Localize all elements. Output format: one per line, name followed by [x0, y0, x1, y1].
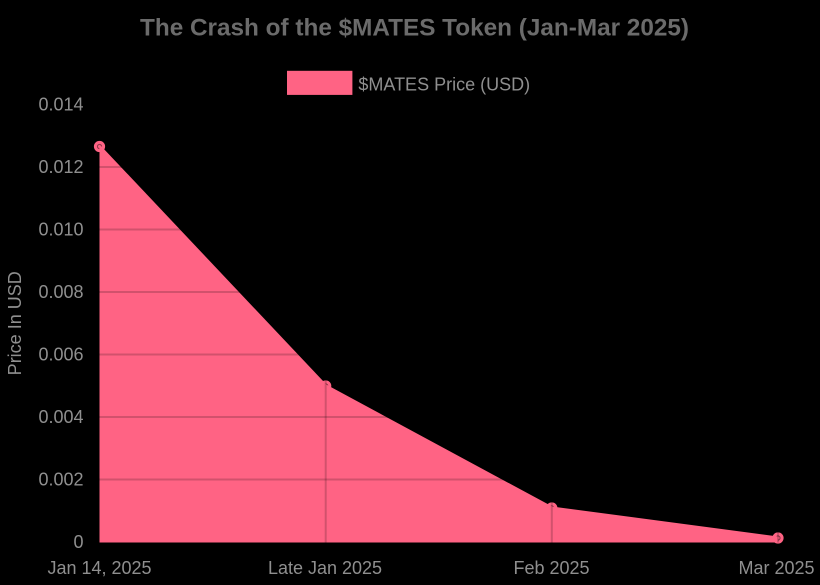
svg-text:$MATES Price (USD): $MATES Price (USD) [358, 75, 530, 95]
svg-text:0.002: 0.002 [38, 470, 83, 490]
svg-text:0.012: 0.012 [38, 157, 83, 177]
svg-text:0: 0 [73, 532, 83, 552]
svg-text:0.004: 0.004 [38, 407, 83, 427]
svg-text:0.014: 0.014 [38, 95, 83, 115]
svg-text:Mar 2025: Mar 2025 [738, 558, 814, 578]
svg-text:0.008: 0.008 [38, 282, 83, 302]
svg-text:0.010: 0.010 [38, 220, 83, 240]
svg-text:Price In USD: Price In USD [5, 271, 25, 375]
svg-text:Late Jan 2025: Late Jan 2025 [268, 558, 382, 578]
svg-text:0.006: 0.006 [38, 345, 83, 365]
svg-text:The Crash of the $MATES Token: The Crash of the $MATES Token (Jan-Mar 2… [140, 15, 689, 42]
svg-text:Jan 14, 2025: Jan 14, 2025 [47, 558, 151, 578]
svg-text:Feb 2025: Feb 2025 [513, 558, 589, 578]
